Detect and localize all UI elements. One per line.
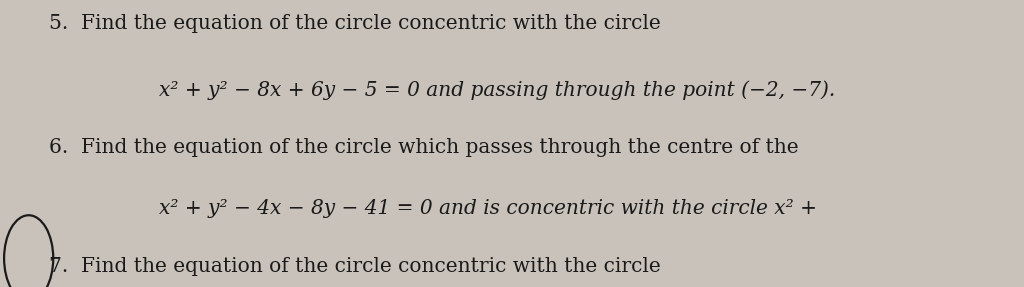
Text: 5.  Find the equation of the circle concentric with the circle: 5. Find the equation of the circle conce… [49,14,660,33]
Text: x² + y² − 8x + 6y − 5 = 0 and passing through the point (−2, −7).: x² + y² − 8x + 6y − 5 = 0 and passing th… [159,80,835,100]
Text: x² + y² − 4x − 8y − 41 = 0 and is concentric with the circle x² +: x² + y² − 4x − 8y − 41 = 0 and is concen… [159,199,817,218]
Text: 6.  Find the equation of the circle which passes through the centre of the: 6. Find the equation of the circle which… [49,138,799,157]
Text: 7.  Find the equation of the circle concentric with the circle: 7. Find the equation of the circle conce… [49,257,660,276]
